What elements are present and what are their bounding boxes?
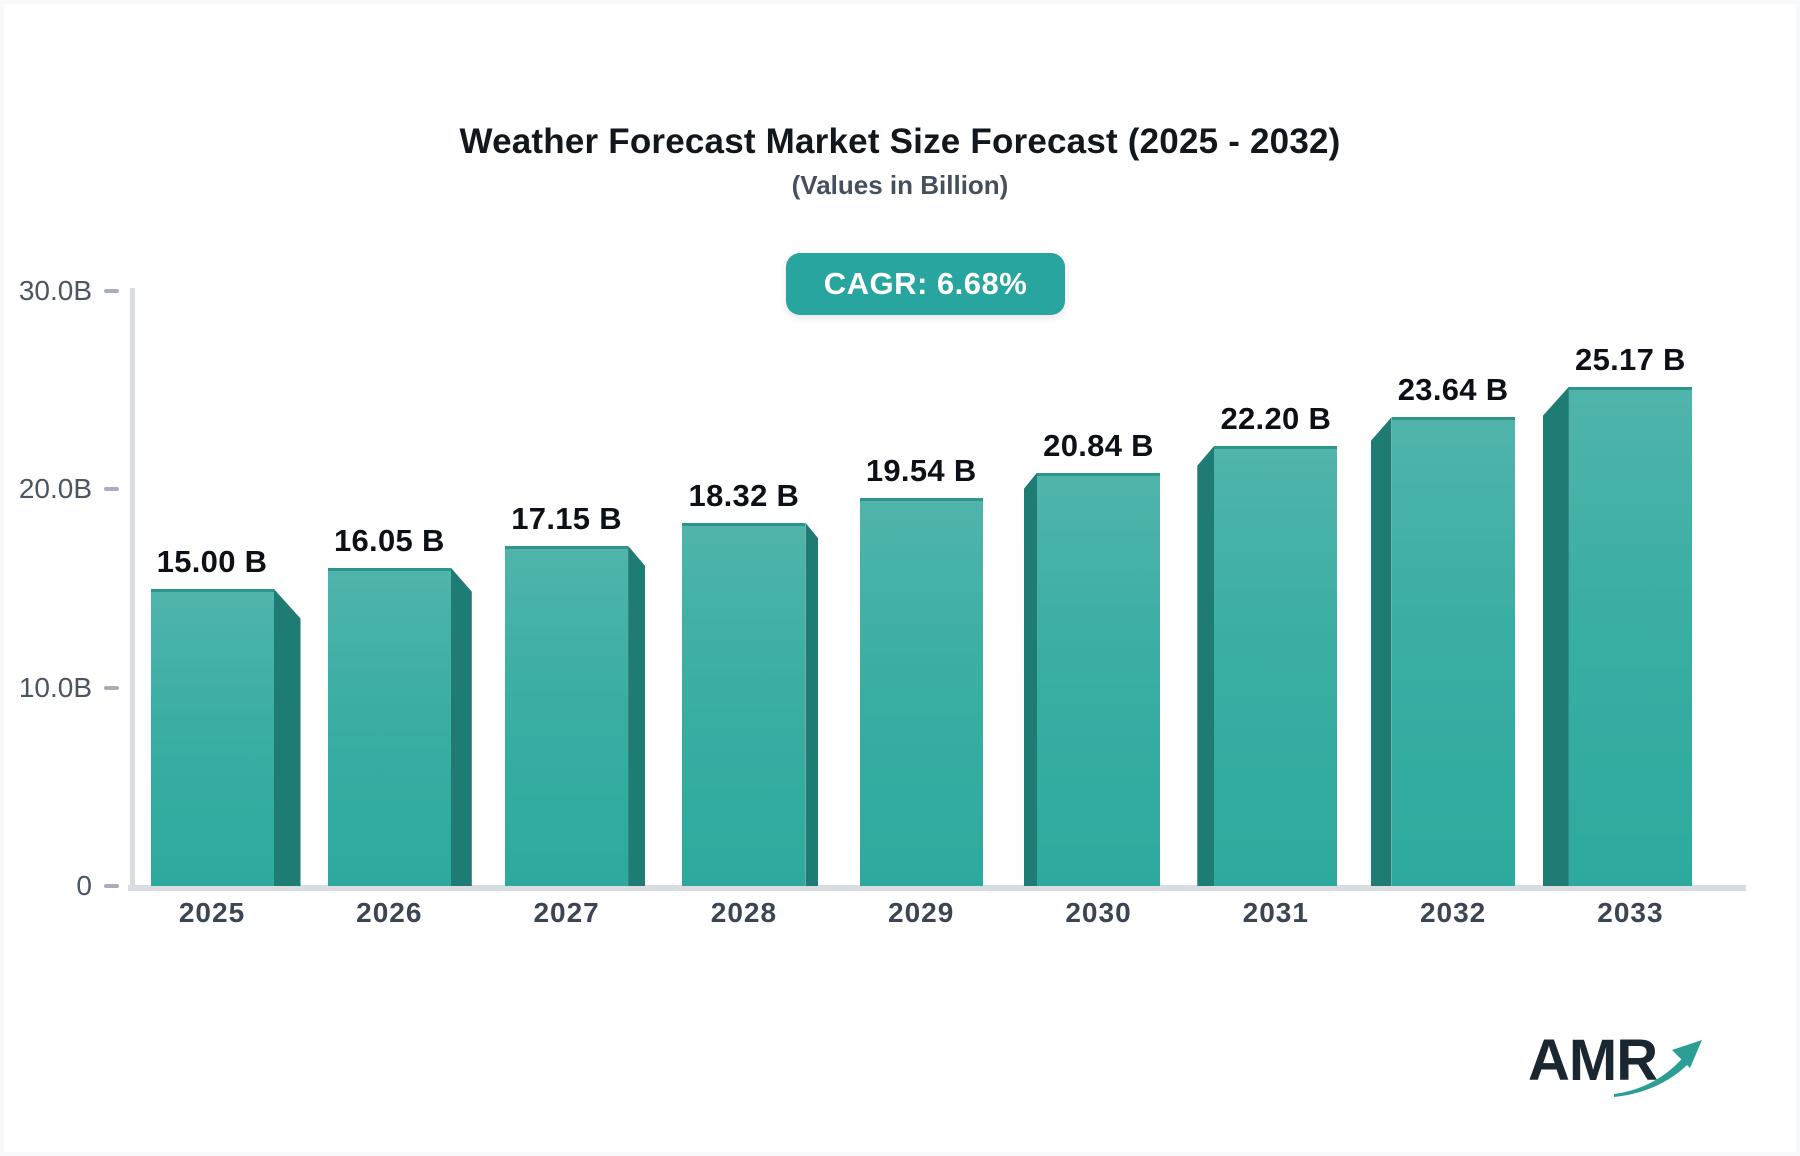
y-axis-tick-label: 30.0B bbox=[18, 275, 92, 306]
bar-value-label: 18.32 B bbox=[688, 477, 800, 513]
bar-side-face bbox=[805, 522, 819, 886]
bar-value-label: 19.54 B bbox=[865, 453, 977, 489]
x-axis-label-2032: 2032 bbox=[1419, 897, 1487, 928]
x-axis-label-2029: 2029 bbox=[888, 897, 955, 928]
bar-value-label: 22.20 B bbox=[1220, 400, 1332, 436]
x-axis-label-2027: 2027 bbox=[533, 897, 600, 928]
cagr-badge-label: CAGR: 6.68% bbox=[823, 266, 1028, 301]
y-axis-line bbox=[130, 288, 135, 888]
amr-logo: AMR bbox=[1528, 1032, 1718, 1112]
bar-value-label: 16.05 B bbox=[333, 522, 445, 558]
y-axis-tick bbox=[104, 884, 119, 888]
x-axis-label-2030: 2030 bbox=[1065, 897, 1132, 928]
y-axis-tick-label: 0 bbox=[76, 870, 92, 901]
y-axis-tick-label: 10.0B bbox=[18, 671, 92, 703]
chart-subtitle: (Values in Billion) bbox=[791, 170, 1009, 200]
bar-2026[interactable]: 16.05 B bbox=[327, 523, 472, 886]
x-axis-line bbox=[128, 885, 1746, 891]
bar-value-label: 25.17 B bbox=[1575, 341, 1686, 377]
bar-side-face bbox=[1197, 445, 1215, 886]
bar-front-face bbox=[150, 588, 274, 886]
bar-value-label: 23.64 B bbox=[1397, 372, 1509, 408]
bar-2031[interactable]: 22.20 B bbox=[1197, 401, 1338, 886]
bar-2027[interactable]: 17.15 B bbox=[505, 501, 646, 886]
x-axis-label-2026: 2026 bbox=[356, 897, 423, 928]
bar-2025[interactable]: 15.00 B bbox=[150, 544, 301, 886]
x-axis-label-2033: 2033 bbox=[1597, 897, 1664, 928]
bar-front-face bbox=[682, 522, 806, 886]
bar-side-face bbox=[628, 545, 646, 886]
growth-arrow-icon bbox=[1614, 1040, 1702, 1097]
bar-front-face bbox=[1391, 417, 1515, 886]
bar-value-label: 17.15 B bbox=[511, 500, 622, 536]
bar-side-face bbox=[273, 588, 301, 886]
bar-front-face bbox=[1568, 386, 1692, 886]
bar-front-face bbox=[859, 498, 983, 886]
bar-front-face bbox=[1037, 472, 1160, 886]
bar-2030[interactable]: 20.84 B bbox=[1024, 428, 1160, 886]
y-axis-tick bbox=[104, 487, 119, 492]
x-axis-label-2025: 2025 bbox=[178, 897, 246, 928]
cagr-badge: CAGR: 6.68% bbox=[786, 253, 1065, 315]
x-axis-label-2031: 2031 bbox=[1242, 897, 1309, 928]
x-axis-label-2028: 2028 bbox=[710, 897, 778, 928]
y-axis-tick bbox=[104, 289, 119, 293]
bar-side-face bbox=[1024, 472, 1037, 886]
bar-value-label: 15.00 B bbox=[156, 543, 268, 579]
bar-side-face bbox=[450, 567, 472, 886]
bar-value-label: 20.84 B bbox=[1043, 427, 1154, 463]
bar-front-face bbox=[327, 567, 451, 886]
chart-title: Weather Forecast Market Size Forecast (2… bbox=[459, 122, 1341, 161]
y-axis-tick bbox=[104, 685, 119, 690]
bar-2033[interactable]: 25.17 B bbox=[1542, 342, 1692, 886]
bar-2029[interactable]: 19.54 B bbox=[859, 453, 983, 886]
amr-logo-text: AMR bbox=[1528, 1028, 1658, 1093]
bar-2028[interactable]: 18.32 B bbox=[682, 478, 819, 886]
bar-side-face bbox=[1370, 417, 1392, 886]
bar-front-face bbox=[1214, 445, 1338, 886]
bar-side-face bbox=[1542, 386, 1569, 886]
y-axis-tick-label: 20.0B bbox=[18, 473, 92, 505]
bar-front-face bbox=[505, 545, 629, 886]
bar-2032[interactable]: 23.64 B bbox=[1370, 372, 1515, 886]
